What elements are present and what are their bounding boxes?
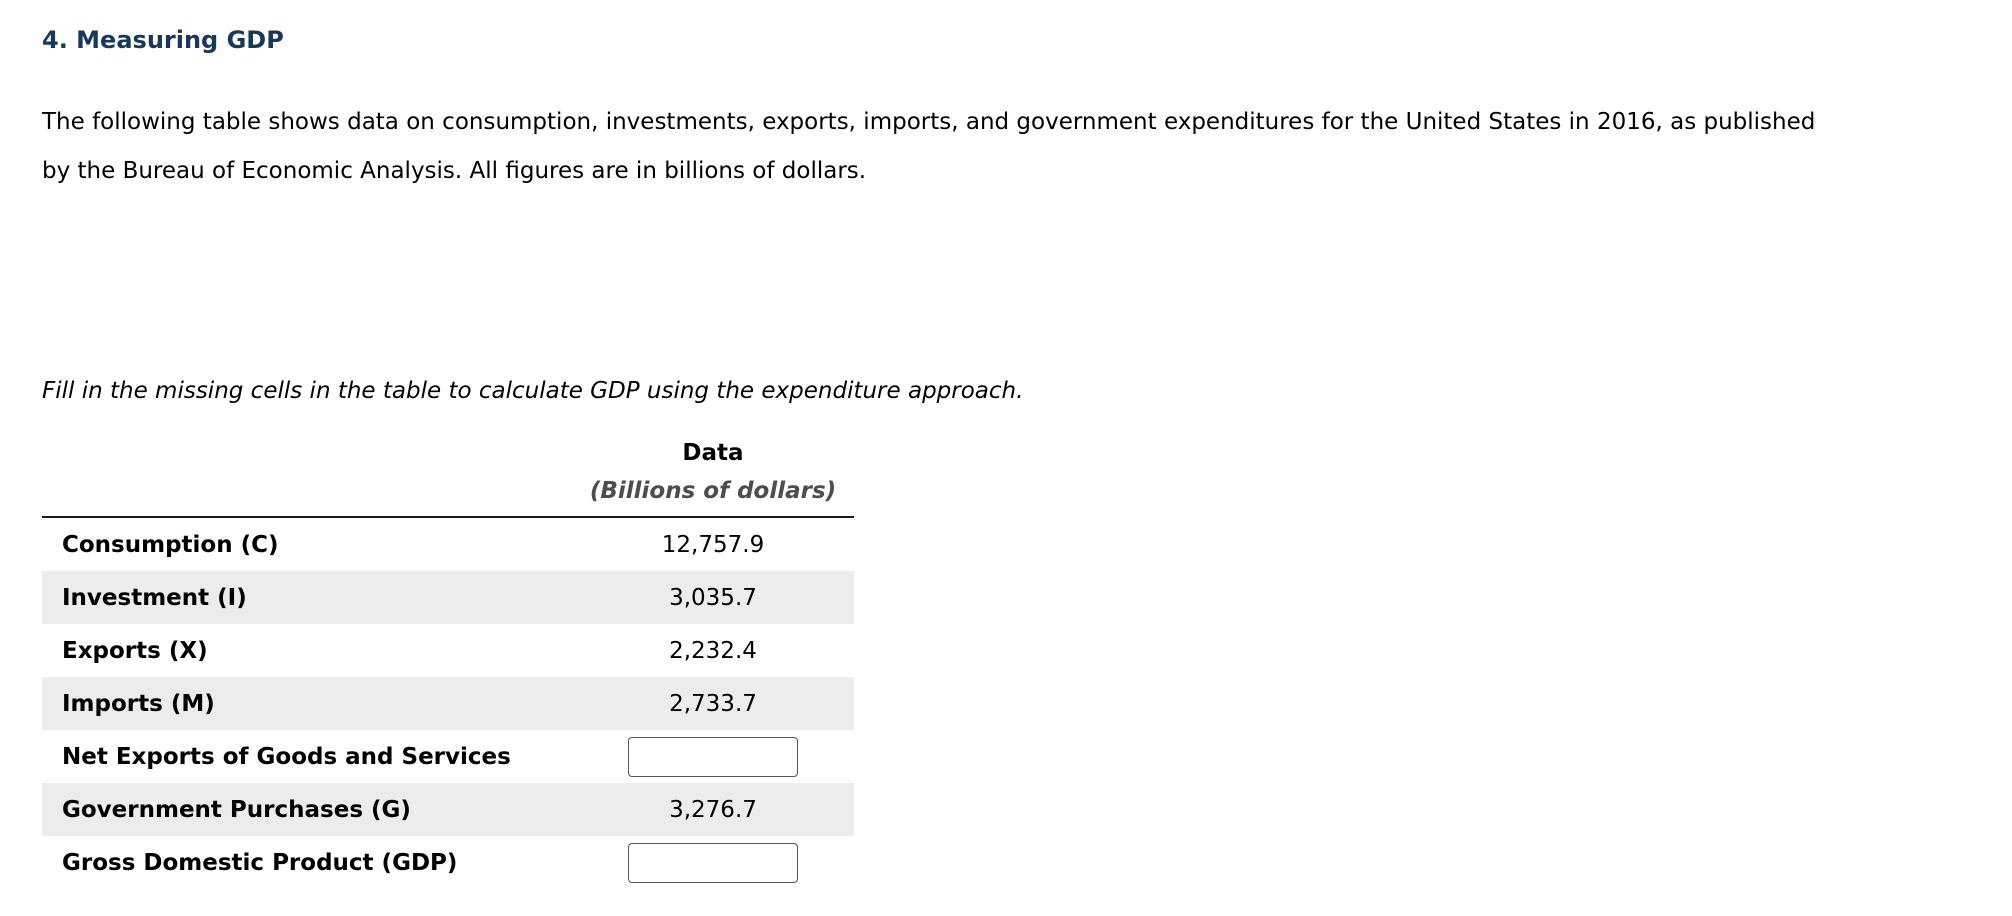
row-label: Consumption (C) xyxy=(62,531,279,558)
row-label: Imports (M) xyxy=(62,690,215,717)
gdp-input[interactable] xyxy=(628,842,798,883)
question-title: 4. Measuring GDP xyxy=(42,26,284,54)
row-net-exports: Net Exports of Goods and Services xyxy=(42,730,854,783)
question-page: 4. Measuring GDP The following table sho… xyxy=(42,26,1816,889)
row-value: 12,757.9 xyxy=(661,531,765,558)
row-label: Net Exports of Goods and Services xyxy=(62,743,511,770)
row-value: 3,035.7 xyxy=(669,584,757,611)
row-value: 2,733.7 xyxy=(669,690,757,717)
table-header-spacer xyxy=(42,440,572,504)
row-label: Government Purchases (G) xyxy=(62,796,411,823)
row-government-purchases: Government Purchases (G) 3,276.7 xyxy=(42,783,854,836)
question-instruction-text: Fill in the missing cells in the table t… xyxy=(42,378,1024,404)
row-label: Gross Domestic Product (GDP) xyxy=(62,849,458,876)
table-header-data-label: Data xyxy=(682,440,744,466)
row-value xyxy=(572,736,854,777)
row-label: Investment (I) xyxy=(62,584,247,611)
row-value: 3,276.7 xyxy=(669,796,757,823)
row-imports: Imports (M) 2,733.7 xyxy=(42,677,854,730)
row-value xyxy=(572,842,854,883)
gdp-data-table: Data (Billions of dollars) Consumption (… xyxy=(42,440,854,889)
question-intro-text: The following table shows data on consum… xyxy=(42,109,1816,184)
row-exports: Exports (X) 2,232.4 xyxy=(42,624,854,677)
row-label: Exports (X) xyxy=(62,637,208,664)
table-header-units-label: (Billions of dollars) xyxy=(589,478,837,504)
net-exports-input[interactable] xyxy=(628,736,798,777)
row-value: 2,232.4 xyxy=(669,637,757,664)
table-header-data-column: Data (Billions of dollars) xyxy=(572,440,854,504)
row-consumption: Consumption (C) 12,757.9 xyxy=(42,518,854,571)
table-header: Data (Billions of dollars) xyxy=(42,440,854,518)
row-investment: Investment (I) 3,035.7 xyxy=(42,571,854,624)
row-gdp: Gross Domestic Product (GDP) xyxy=(42,836,854,889)
